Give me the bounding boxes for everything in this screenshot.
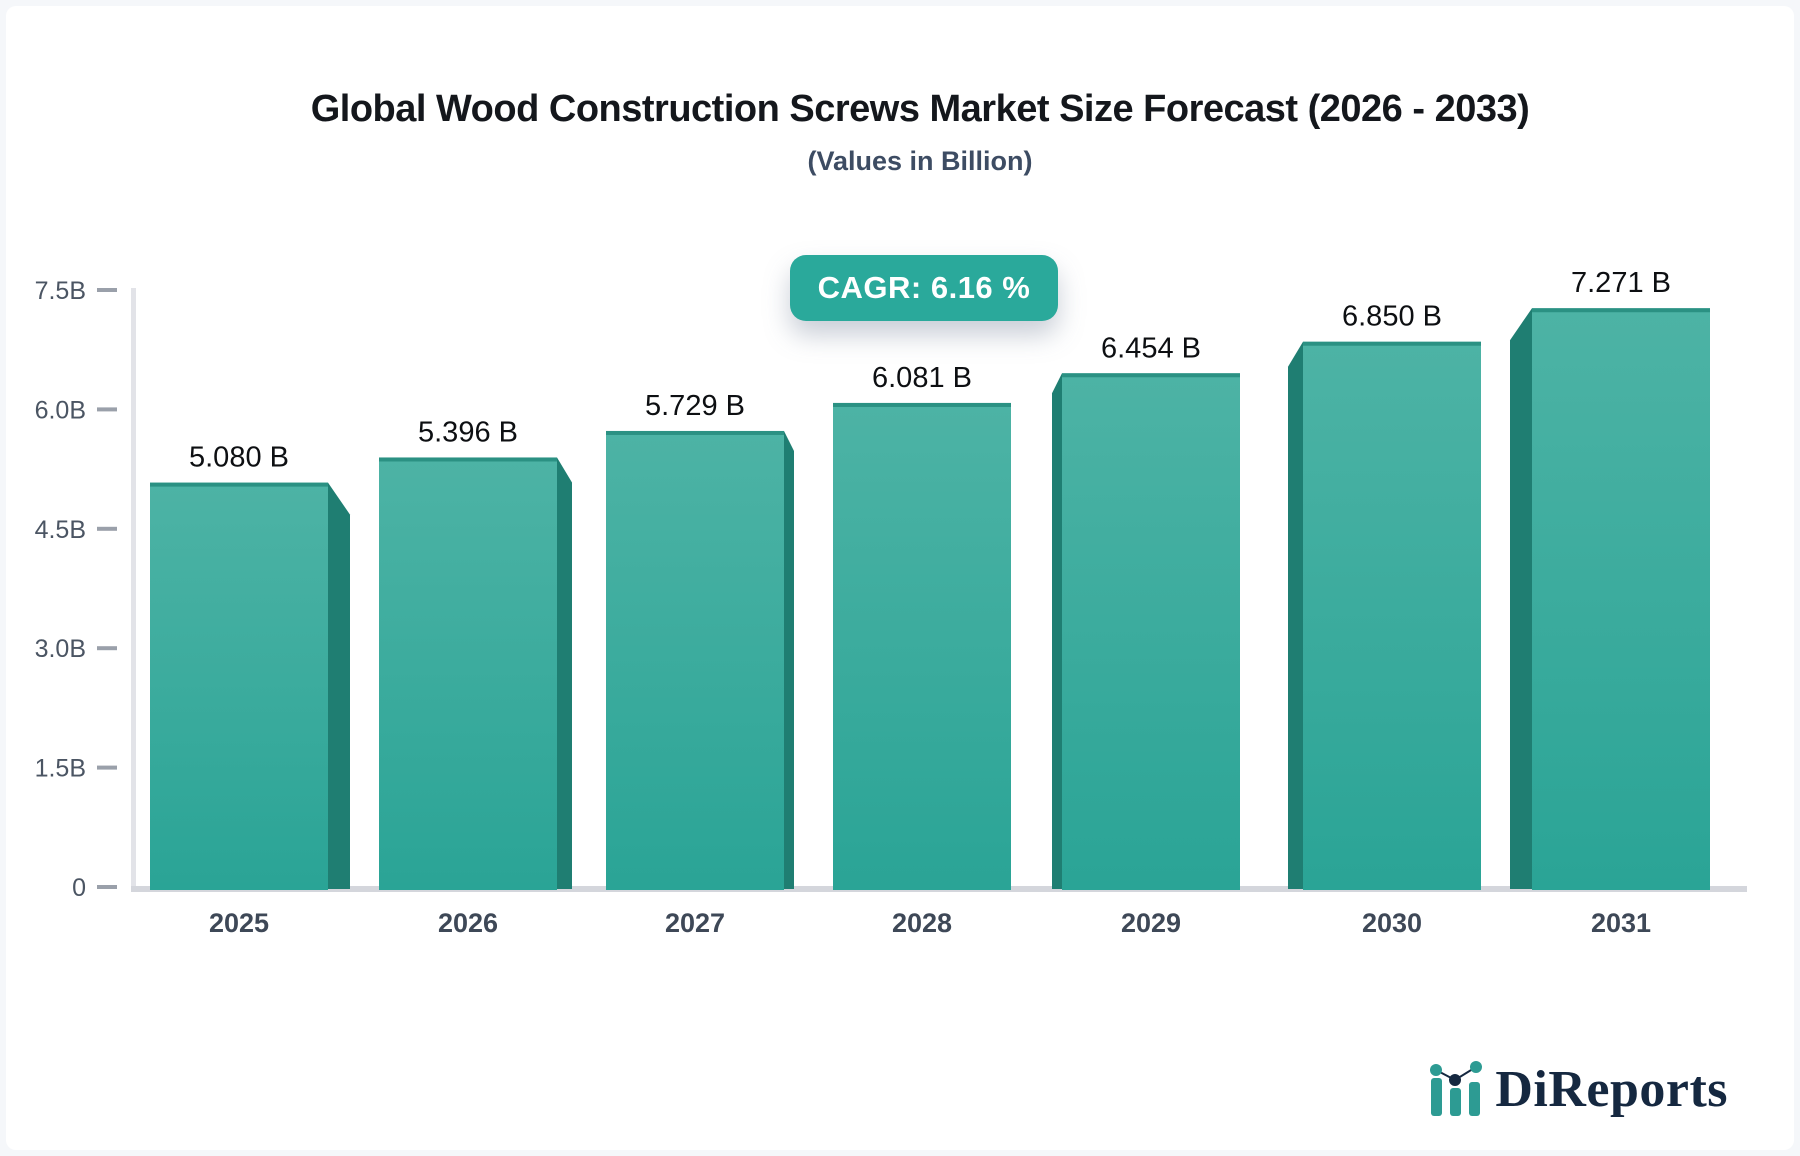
bar-value-label: 7.271 B	[1571, 267, 1671, 299]
logo-bar-icon	[1431, 1078, 1443, 1116]
x-axis-category-label: 2025	[209, 908, 269, 938]
bar-top-edge	[379, 457, 557, 462]
bar-group-2026: 5.396 B 2026	[379, 416, 572, 938]
bar	[1532, 308, 1710, 890]
y-tick-label: 0	[72, 874, 86, 902]
y-tick-label: 4.5B	[35, 516, 86, 544]
y-tick-label: 7.5B	[35, 277, 86, 305]
bar-side-face	[557, 457, 572, 889]
x-axis-category-label: 2029	[1121, 908, 1181, 938]
x-axis-category-label: 2031	[1591, 908, 1651, 938]
bar-value-label: 6.850 B	[1342, 301, 1442, 333]
brand-logo-text: DiReports	[1495, 1061, 1728, 1118]
bar-top-edge	[833, 402, 1011, 407]
bar-top-edge	[606, 430, 784, 435]
bar-value-label: 6.454 B	[1101, 332, 1201, 364]
logo-dot-icon	[1449, 1074, 1462, 1086]
logo-bar-icon	[1450, 1088, 1462, 1116]
bar-top-edge	[1303, 341, 1481, 346]
y-tick-mark	[97, 288, 117, 292]
bar-group-2030: 6.850 B 2030	[1288, 301, 1481, 938]
x-axis-category-label: 2026	[438, 908, 498, 938]
bar-group-2025: 5.080 B 2025	[150, 442, 350, 938]
cagr-badge-label: CAGR: 6.16 %	[817, 270, 1031, 305]
y-tick-mark	[97, 885, 117, 889]
bar	[1303, 341, 1481, 890]
bar-side-face	[1510, 308, 1532, 889]
bar	[1062, 373, 1240, 890]
bar-group-2027: 5.729 B 2027	[606, 390, 794, 938]
y-tick-mark	[97, 407, 117, 412]
y-tick-mark	[97, 765, 117, 770]
bar-side-face	[1052, 373, 1062, 889]
bar-value-label: 5.080 B	[189, 442, 289, 474]
bar-value-label: 5.396 B	[418, 416, 518, 448]
y-axis-line	[131, 288, 136, 892]
x-axis-category-label: 2027	[665, 908, 725, 938]
cagr-badge: CAGR: 6.16 %	[790, 255, 1058, 321]
logo-chart-icon	[1430, 1061, 1483, 1116]
x-axis-category-label: 2030	[1362, 908, 1422, 938]
logo-bar-icon	[1469, 1082, 1481, 1116]
bar-group-2031: 7.271 B 2031	[1510, 267, 1710, 938]
bar-group-2028: 6.081 B 2028	[833, 362, 1011, 938]
logo-dot-icon	[1470, 1061, 1483, 1073]
bar	[833, 402, 1011, 890]
y-tick-label: 3.0B	[35, 635, 86, 663]
bar-value-label: 5.729 B	[645, 390, 745, 422]
logo-dot-icon	[1430, 1064, 1443, 1076]
bar-top-edge	[1532, 308, 1710, 313]
y-tick-label: 1.5B	[35, 755, 86, 783]
y-tick-label: 6.0B	[35, 396, 86, 424]
bar	[606, 430, 784, 890]
bar	[379, 457, 557, 890]
brand-logo: DiReports	[1429, 1054, 1728, 1116]
bar-side-face	[328, 482, 350, 889]
bar-top-edge	[1062, 373, 1240, 378]
y-tick-mark	[97, 526, 117, 531]
bar-side-face	[784, 430, 794, 889]
bar-top-edge	[150, 482, 328, 487]
bar	[150, 482, 328, 890]
x-axis-category-label: 2028	[892, 908, 952, 938]
bar-group-2029: 6.454 B 2029	[1052, 332, 1240, 938]
bar-value-label: 6.081 B	[872, 362, 972, 394]
bar-side-face	[1288, 341, 1303, 889]
y-tick-mark	[97, 646, 117, 651]
